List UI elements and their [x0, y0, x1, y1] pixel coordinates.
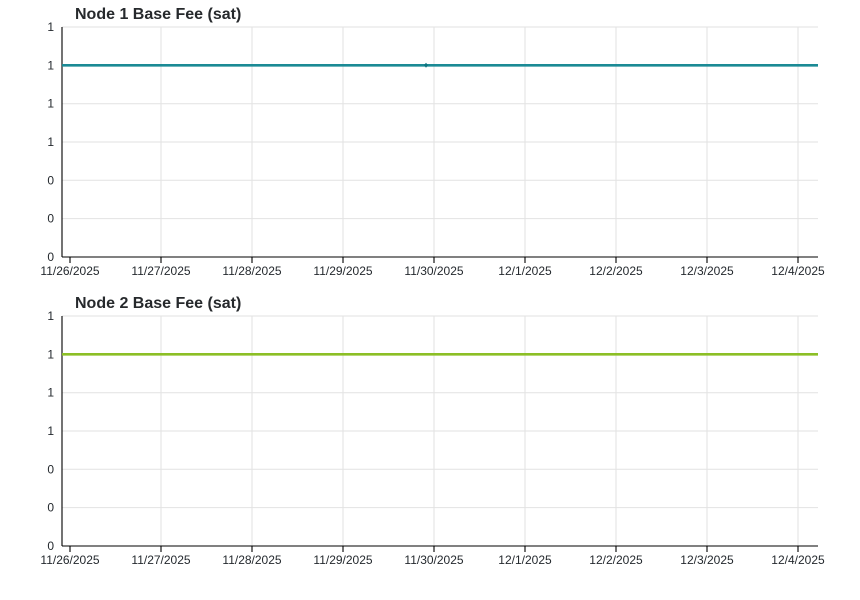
svg-text:1: 1	[47, 20, 54, 34]
svg-text:12/1/2025: 12/1/2025	[498, 553, 552, 567]
svg-text:1: 1	[47, 58, 54, 72]
svg-text:11/30/2025: 11/30/2025	[404, 553, 463, 567]
svg-text:11/28/2025: 11/28/2025	[222, 553, 281, 567]
svg-text:0: 0	[47, 539, 54, 553]
svg-text:11/26/2025: 11/26/2025	[40, 553, 99, 567]
svg-text:0: 0	[47, 250, 54, 264]
svg-text:12/3/2025: 12/3/2025	[680, 264, 734, 278]
svg-text:11/27/2025: 11/27/2025	[131, 264, 190, 278]
svg-text:0: 0	[47, 173, 54, 187]
svg-text:1: 1	[47, 347, 54, 361]
svg-text:12/1/2025: 12/1/2025	[498, 264, 552, 278]
svg-text:12/4/2025: 12/4/2025	[771, 264, 825, 278]
svg-text:11/29/2025: 11/29/2025	[313, 553, 372, 567]
svg-text:1: 1	[47, 135, 54, 149]
svg-text:1: 1	[47, 97, 54, 111]
svg-text:12/2/2025: 12/2/2025	[589, 553, 643, 567]
svg-text:11/30/2025: 11/30/2025	[404, 264, 463, 278]
svg-text:0: 0	[47, 501, 54, 515]
svg-text:12/3/2025: 12/3/2025	[680, 553, 734, 567]
svg-text:12/4/2025: 12/4/2025	[771, 553, 825, 567]
svg-text:11/27/2025: 11/27/2025	[131, 553, 190, 567]
svg-text:0: 0	[47, 212, 54, 226]
svg-text:11/28/2025: 11/28/2025	[222, 264, 281, 278]
svg-text:1: 1	[47, 386, 54, 400]
svg-text:11/26/2025: 11/26/2025	[40, 264, 99, 278]
svg-text:1: 1	[47, 309, 54, 323]
svg-text:11/29/2025: 11/29/2025	[313, 264, 372, 278]
svg-text:0: 0	[47, 462, 54, 476]
svg-text:1: 1	[47, 424, 54, 438]
svg-text:12/2/2025: 12/2/2025	[589, 264, 643, 278]
